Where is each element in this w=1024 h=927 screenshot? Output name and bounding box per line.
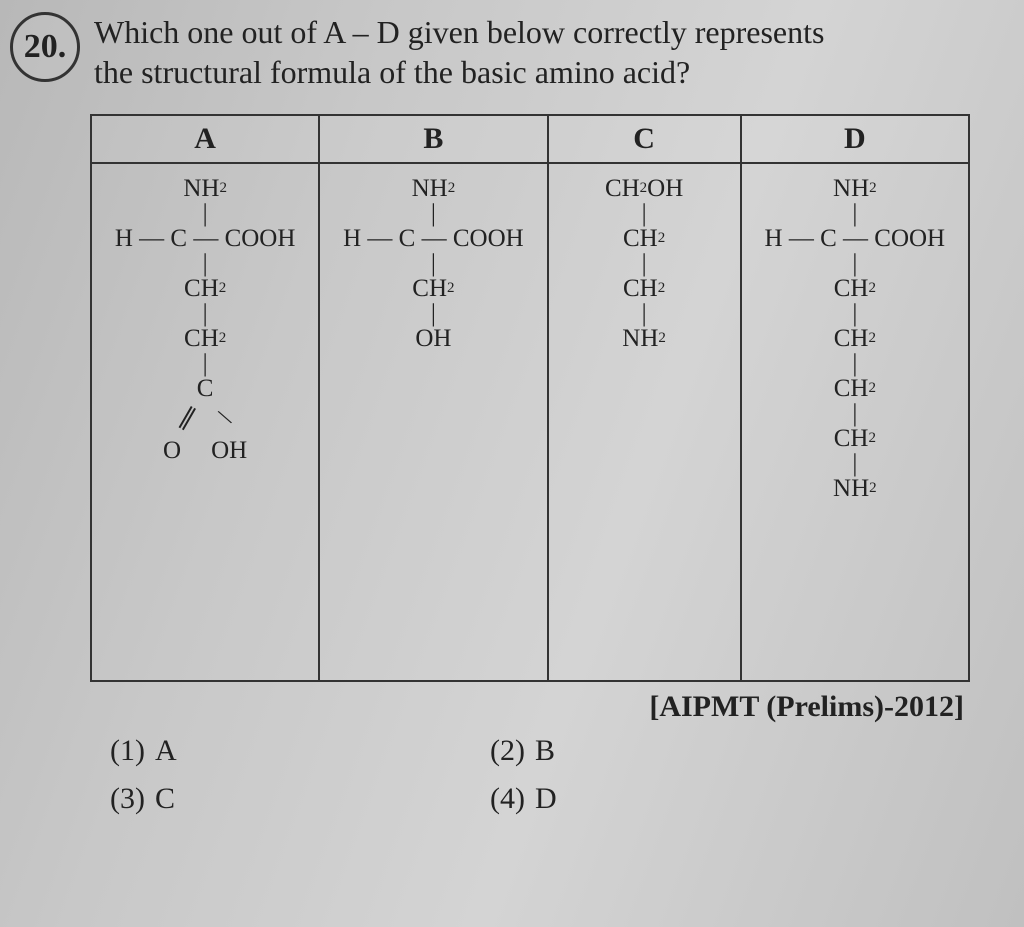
bond: |	[642, 306, 647, 322]
page: 20. Which one out of A – D given below c…	[0, 0, 1024, 927]
cell-d: NH2 | H — C — COOH | CH2 | CH2 | CH2 | C…	[741, 163, 969, 681]
group-nh2: NH2	[833, 472, 877, 506]
col-header-a: A	[91, 115, 319, 163]
col-header-b: B	[319, 115, 547, 163]
bond: |	[852, 256, 857, 272]
bond: |	[642, 206, 647, 222]
question-row: 20. Which one out of A – D given below c…	[10, 10, 1004, 92]
option-4[interactable]: (4) D	[490, 782, 870, 816]
option-label: C	[155, 782, 175, 816]
cell-c: CH2OH | CH2 | CH2 | NH2	[548, 163, 741, 681]
question-line2: the structural formula of the basic amin…	[94, 54, 690, 90]
question-line1: Which one out of A – D given below corre…	[94, 14, 824, 50]
structure-d: NH2 | H — C — COOH | CH2 | CH2 | CH2 | C…	[746, 172, 964, 506]
option-label: B	[535, 734, 555, 768]
group-oh: OH	[415, 322, 451, 356]
cell-b: NH2 | H — C — COOH | CH2 | OH	[319, 163, 547, 681]
group-nh2: NH2	[622, 322, 666, 356]
col-header-c: C	[548, 115, 741, 163]
bond: |	[852, 306, 857, 322]
bond: |	[203, 206, 208, 222]
bond: |	[431, 206, 436, 222]
bond: |	[642, 256, 647, 272]
question-text: Which one out of A – D given below corre…	[94, 10, 824, 92]
table-header-row: A B C D	[91, 115, 969, 163]
answer-options: (1) A (2) B (3) C (4) D	[110, 734, 1004, 816]
table-row: NH2 | H — C — COOH | CH2 | CH2 | C ∥	[91, 163, 969, 681]
option-num: (2)	[490, 734, 525, 768]
structure-b: NH2 | H — C — COOH | CH2 | OH	[324, 172, 542, 356]
group-c: C	[197, 372, 214, 406]
source-tag: [AIPMT (Prelims)-2012]	[10, 690, 964, 724]
cell-a: NH2 | H — C — COOH | CH2 | CH2 | C ∥	[91, 163, 319, 681]
carboxyl-terminals: O OH	[163, 434, 247, 468]
bond: |	[852, 356, 857, 372]
bond: |	[203, 256, 208, 272]
bond: |	[203, 356, 208, 372]
atom-oh: OH	[211, 438, 247, 464]
option-num: (4)	[490, 782, 525, 816]
bond: |	[431, 256, 436, 272]
bond: |	[852, 406, 857, 422]
question-number-circle: 20.	[10, 12, 80, 82]
option-label: D	[535, 782, 557, 816]
option-num: (1)	[110, 734, 145, 768]
option-num: (3)	[110, 782, 145, 816]
option-label: A	[155, 734, 177, 768]
structures-table: A B C D NH2 | H — C — COOH | CH2	[90, 114, 970, 682]
bond: |	[203, 306, 208, 322]
bond: |	[852, 206, 857, 222]
option-2[interactable]: (2) B	[490, 734, 870, 768]
option-3[interactable]: (3) C	[110, 782, 490, 816]
structure-a: NH2 | H — C — COOH | CH2 | CH2 | C ∥	[96, 172, 314, 468]
bond: |	[852, 456, 857, 472]
atom-o: O	[163, 438, 181, 464]
col-header-d: D	[741, 115, 969, 163]
option-1[interactable]: (1) A	[110, 734, 490, 768]
carboxyl-branches: ∥ \	[195, 406, 214, 434]
bond: |	[431, 306, 436, 322]
structure-c: CH2OH | CH2 | CH2 | NH2	[553, 172, 736, 356]
